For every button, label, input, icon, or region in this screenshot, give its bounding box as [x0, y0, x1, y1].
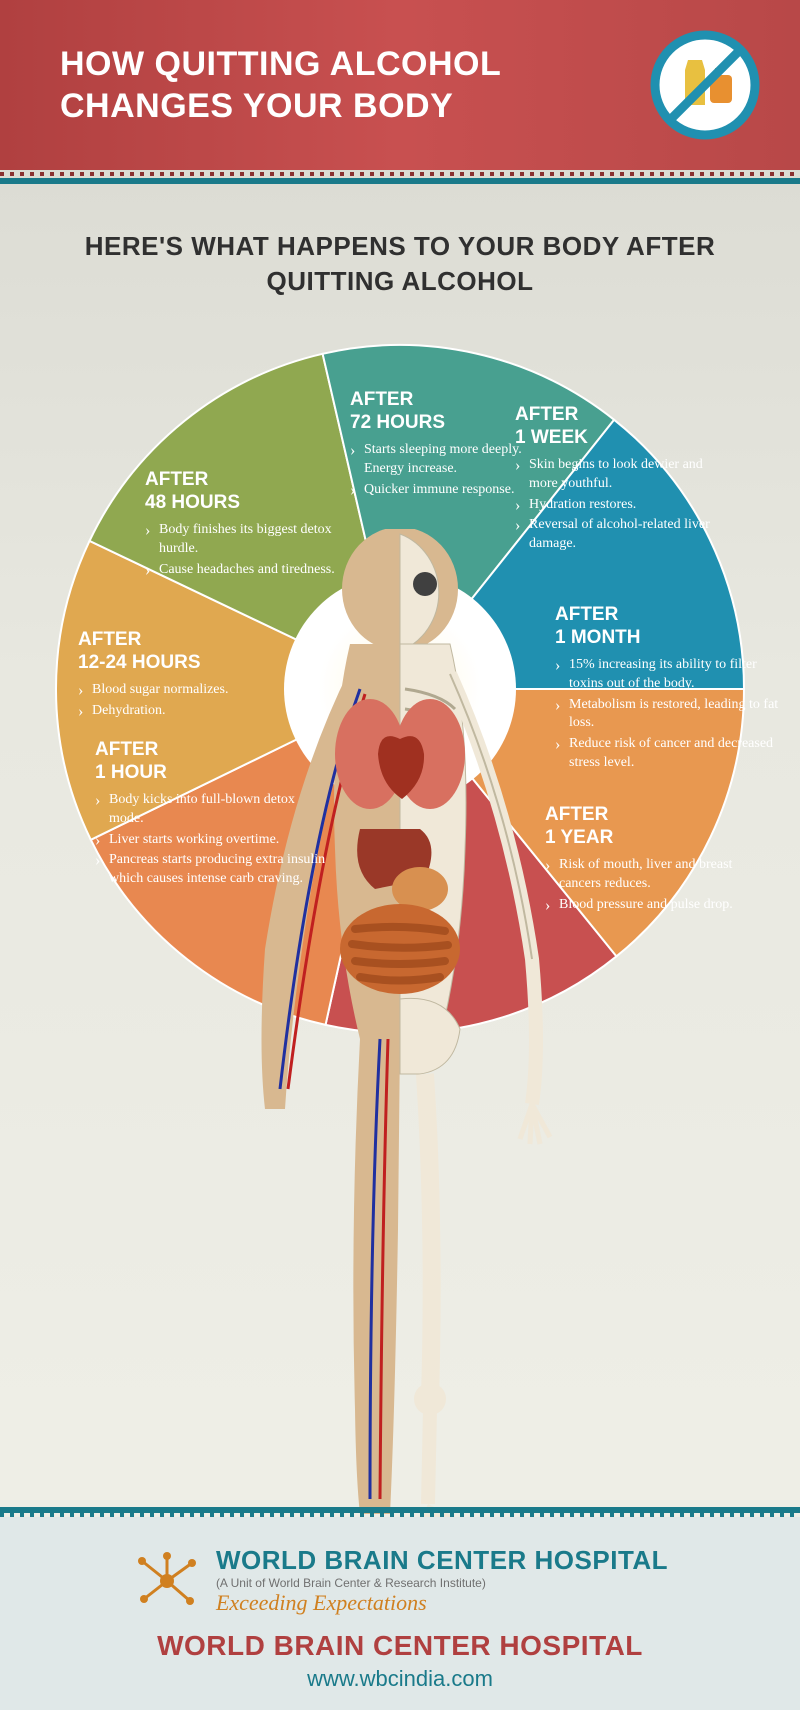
- header-banner: HOW QUITTING ALCOHOL CHANGES YOUR BODY: [0, 0, 800, 170]
- no-alcohol-icon: [650, 30, 760, 140]
- brain-logo-icon: [132, 1551, 202, 1611]
- main-title: HOW QUITTING ALCOHOL CHANGES YOUR BODY: [60, 43, 650, 128]
- divider-dotted: [0, 172, 800, 176]
- logo-org-name: WORLD BRAIN CENTER HOSPITAL: [216, 1545, 668, 1576]
- infographic-page: HOW QUITTING ALCOHOL CHANGES YOUR BODY H…: [0, 0, 800, 1710]
- footer: WORLD BRAIN CENTER HOSPITAL (A Unit of W…: [0, 1507, 800, 1710]
- anatomy-figure: [210, 529, 590, 1529]
- footer-content: WORLD BRAIN CENTER HOSPITAL (A Unit of W…: [0, 1517, 800, 1710]
- timeline-wheel: AFTER1 HOURBody kicks into full-blown de…: [50, 339, 750, 1039]
- logo-text-block: WORLD BRAIN CENTER HOSPITAL (A Unit of W…: [216, 1545, 668, 1616]
- footer-url: www.wbcindia.com: [40, 1666, 760, 1692]
- subtitle: HERE'S WHAT HAPPENS TO YOUR BODY AFTER Q…: [0, 184, 800, 329]
- footer-org-name: WORLD BRAIN CENTER HOSPITAL: [40, 1630, 760, 1662]
- logo-org-sub: (A Unit of World Brain Center & Research…: [216, 1576, 668, 1590]
- logo-tagline: Exceeding Expectations: [216, 1590, 668, 1616]
- logo-row: WORLD BRAIN CENTER HOSPITAL (A Unit of W…: [40, 1545, 760, 1616]
